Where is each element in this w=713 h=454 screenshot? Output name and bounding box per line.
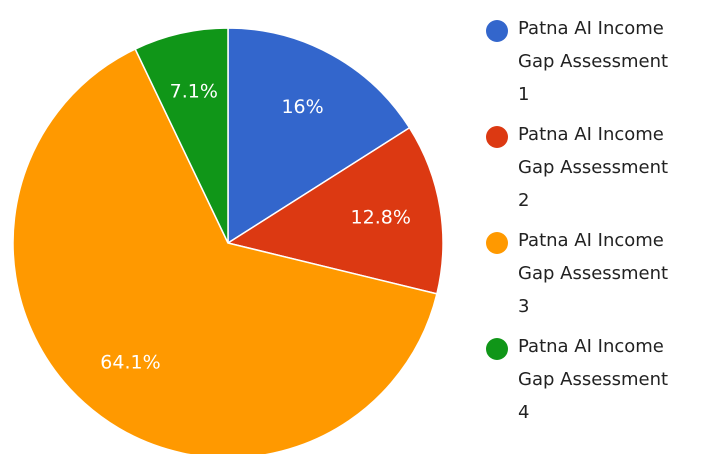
slice-label: 7.1%	[170, 81, 218, 103]
legend-swatch	[486, 20, 508, 42]
slice-label: 64.1%	[100, 352, 160, 374]
pie-slice	[226, 126, 444, 295]
legend-swatch	[486, 126, 508, 148]
legend-swatch	[486, 232, 508, 254]
legend-label: Patna AI Income Gap Assessment 3	[518, 230, 669, 317]
legend-swatch	[486, 338, 508, 360]
pie-slice	[134, 27, 229, 244]
slice-label: 12.8%	[351, 206, 411, 228]
legend-label: Patna AI Income Gap Assessment 4	[518, 336, 669, 423]
slice-label: 16%	[281, 96, 323, 118]
legend-label: Patna AI Income Gap Assessment 2	[518, 124, 669, 211]
pie-slice	[227, 27, 411, 245]
legend-label: Patna AI Income Gap Assessment 1	[518, 18, 669, 105]
pie-slice	[12, 48, 438, 454]
